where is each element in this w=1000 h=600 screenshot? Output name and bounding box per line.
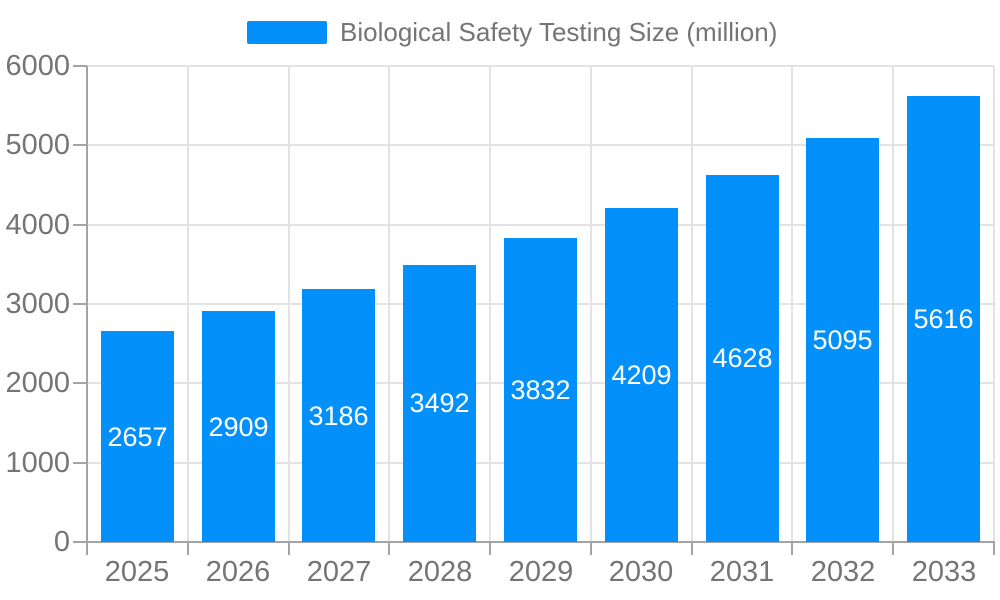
v-gridline <box>993 66 995 542</box>
x-axis-tick <box>590 542 592 555</box>
legend-item[interactable]: Biological Safety Testing Size (million) <box>247 17 778 47</box>
v-gridline <box>590 66 592 542</box>
x-axis-label: 2027 <box>306 556 372 588</box>
x-axis-label: 2030 <box>608 556 674 588</box>
y-axis-label: 1000 <box>5 447 70 479</box>
bar[interactable] <box>101 331 174 542</box>
bar[interactable] <box>605 208 678 542</box>
y-axis-tick <box>73 224 87 226</box>
y-axis-label: 0 <box>53 526 70 558</box>
bar[interactable] <box>403 265 476 542</box>
bar[interactable] <box>302 289 375 542</box>
x-axis-label: 2033 <box>911 556 977 588</box>
v-gridline <box>489 66 491 542</box>
y-axis-label: 5000 <box>5 129 70 161</box>
bar[interactable] <box>907 96 980 542</box>
bar[interactable] <box>202 311 275 542</box>
legend-label: Biological Safety Testing Size (million) <box>340 17 778 47</box>
y-axis-label: 4000 <box>5 209 70 241</box>
x-axis-label: 2032 <box>810 556 876 588</box>
v-gridline <box>288 66 290 542</box>
v-gridline <box>691 66 693 542</box>
x-axis-line <box>86 541 995 543</box>
y-axis-tick <box>73 462 87 464</box>
v-gridline <box>388 66 390 542</box>
x-axis-label: 2028 <box>407 556 473 588</box>
x-axis-tick <box>892 542 894 555</box>
y-axis-label: 3000 <box>5 288 70 320</box>
x-axis-label: 2029 <box>508 556 574 588</box>
x-axis-tick <box>187 542 189 555</box>
h-gridline <box>87 144 994 146</box>
x-axis-tick <box>288 542 290 555</box>
y-axis-label: 2000 <box>5 367 70 399</box>
x-axis-tick <box>791 542 793 555</box>
y-axis-line <box>86 66 88 544</box>
y-axis-tick <box>73 65 87 67</box>
x-axis-tick <box>489 542 491 555</box>
h-gridline <box>87 224 994 226</box>
y-axis-tick <box>73 541 87 543</box>
x-axis-label: 2026 <box>205 556 271 588</box>
v-gridline <box>892 66 894 542</box>
x-axis-tick <box>691 542 693 555</box>
x-axis-label: 2031 <box>709 556 775 588</box>
x-axis-tick <box>388 542 390 555</box>
bar[interactable] <box>706 175 779 542</box>
bar[interactable] <box>806 138 879 542</box>
y-axis-tick <box>73 144 87 146</box>
h-gridline <box>87 65 994 67</box>
v-gridline <box>791 66 793 542</box>
y-axis-label: 6000 <box>5 50 70 82</box>
legend-swatch-icon <box>247 20 327 44</box>
bar[interactable] <box>504 238 577 542</box>
x-axis-tick <box>993 542 995 555</box>
x-axis-tick <box>86 542 88 555</box>
v-gridline <box>187 66 189 542</box>
y-axis-tick <box>73 382 87 384</box>
x-axis-label: 2025 <box>104 556 170 588</box>
y-axis-tick <box>73 303 87 305</box>
